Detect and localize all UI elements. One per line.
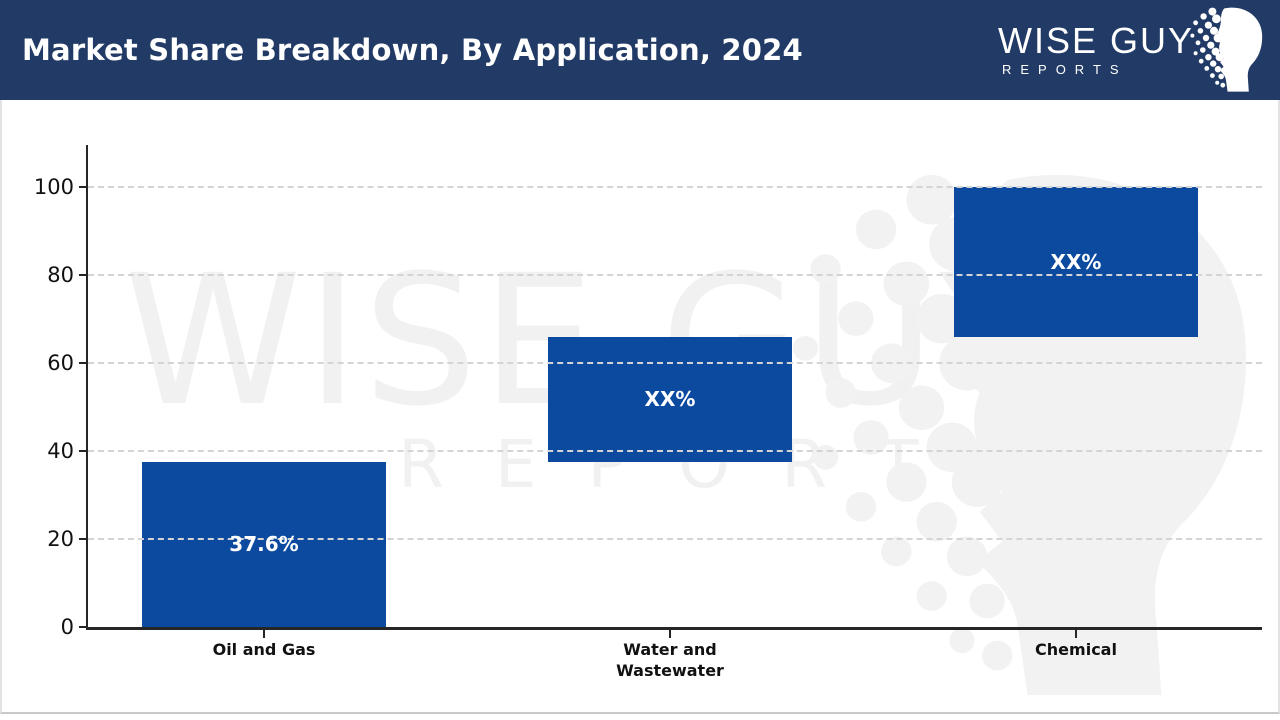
logo-face-icon: [1190, 7, 1263, 92]
x-tick-mark: [1075, 630, 1077, 638]
x-category-label: Oil and Gas: [212, 640, 316, 659]
y-tick-label: 100: [33, 175, 74, 199]
x-tick-mark: [263, 630, 265, 638]
brand-logo: WISE GUY REPORTS: [998, 6, 1270, 94]
gridline: [88, 274, 1262, 276]
gridline: [88, 362, 1262, 364]
y-tick-mark: [79, 626, 86, 628]
y-tick-label: 80: [47, 263, 74, 287]
gridline: [88, 186, 1262, 188]
x-category-label: Water and Wastewater: [616, 640, 724, 680]
logo-wordmark-block: WISE GUY REPORTS: [997, 20, 1194, 78]
gridline: [88, 450, 1262, 452]
logo-subtitle: REPORTS: [1001, 62, 1128, 77]
y-tick-label: 0: [60, 615, 74, 639]
bar-value-label: XX%: [1050, 249, 1102, 274]
y-tick-label: 20: [47, 527, 74, 551]
bar-value-label: XX%: [644, 387, 696, 412]
y-tick-mark: [79, 362, 86, 364]
header-bar: Market Share Breakdown, By Application, …: [0, 0, 1280, 100]
page-title: Market Share Breakdown, By Application, …: [22, 33, 803, 67]
y-tick-label: 60: [47, 351, 74, 375]
y-axis-line: [86, 145, 88, 630]
x-tick-mark: [669, 630, 671, 638]
x-axis-line: [86, 627, 1262, 630]
gridline: [88, 538, 1262, 540]
bar-value-label: 37.6%: [229, 532, 299, 557]
x-category-label: Chemical: [1035, 640, 1117, 659]
bar-segment: [954, 187, 1198, 337]
bar-segment: [142, 461, 386, 627]
y-tick-mark: [79, 274, 86, 276]
y-tick-mark: [79, 538, 86, 540]
logo-wordmark: WISE GUY: [997, 20, 1194, 61]
bar-segment: [548, 336, 792, 462]
y-tick-mark: [79, 450, 86, 452]
y-tick-mark: [79, 186, 86, 188]
y-tick-label: 40: [47, 439, 74, 463]
